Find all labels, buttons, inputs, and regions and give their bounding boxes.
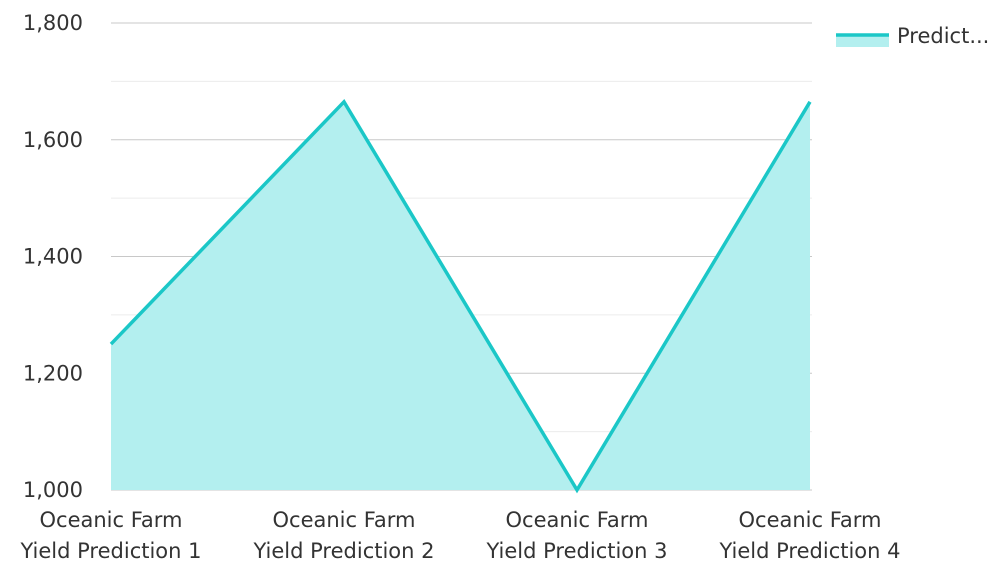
y-tick-label: 1,200 [23,361,83,385]
x-tick-label-line: Oceanic Farm [506,508,649,532]
legend-swatch-fill [836,35,889,47]
data-point-1[interactable] [109,342,113,346]
x-tick-label-line: Yield Prediction 3 [485,539,667,562]
data-point-4[interactable] [808,100,812,104]
data-point-2[interactable] [342,100,346,104]
x-tick-label: Oceanic Farm Yield Prediction 4 [718,508,900,562]
series-line[interactable] [109,98,812,494]
y-tick-label: 1,800 [23,11,83,35]
x-tick-label-line: Yield Prediction 1 [19,539,201,562]
legend[interactable]: Predict... [836,24,989,48]
x-tick-label-line: Oceanic Farm [40,508,183,532]
y-tick-label: 1,400 [23,245,83,269]
y-tick-label: 1,600 [23,128,83,152]
y-tick-label: 1,000 [23,478,83,502]
x-tick-label: Oceanic Farm Yield Prediction 2 [252,508,434,562]
x-tick-label: Oceanic Farm Yield Prediction 1 [19,508,201,562]
x-tick-label-line: Oceanic Farm [739,508,882,532]
x-tick-label-line: Yield Prediction 4 [718,539,900,562]
x-tick-label-line: Yield Prediction 2 [252,539,434,562]
x-tick-label: Oceanic Farm Yield Prediction 3 [485,508,667,562]
x-tick-label-line: Oceanic Farm [273,508,416,532]
legend-label[interactable]: Predict... [897,24,989,48]
y-axis: 1,000 1,200 1,400 1,600 1,800 [23,11,83,502]
data-point-3[interactable] [575,488,579,492]
plot-area [109,98,812,494]
